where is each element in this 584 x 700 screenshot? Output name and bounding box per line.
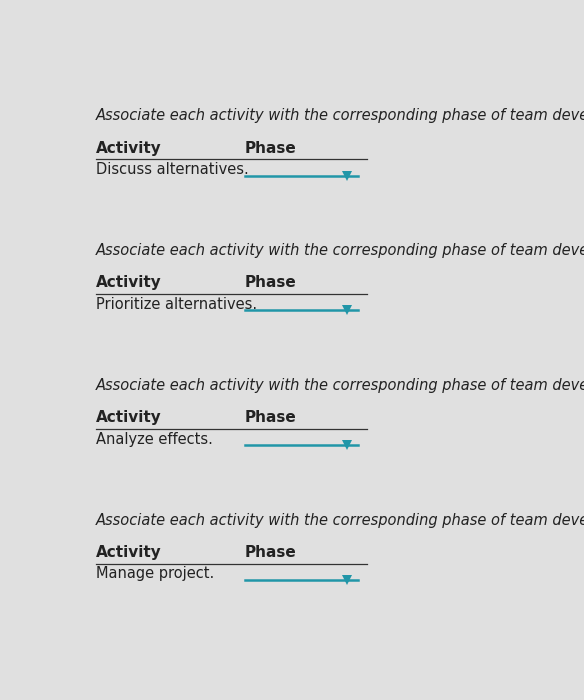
Text: Phase: Phase	[245, 545, 297, 560]
Text: Activity: Activity	[96, 410, 161, 425]
Text: Associate each activity with the corresponding phase of team development.: Associate each activity with the corresp…	[96, 512, 584, 528]
Text: Associate each activity with the corresponding phase of team development.: Associate each activity with the corresp…	[96, 378, 584, 393]
Text: Activity: Activity	[96, 141, 161, 155]
Text: Prioritize alternatives.: Prioritize alternatives.	[96, 297, 257, 312]
Text: Analyze effects.: Analyze effects.	[96, 432, 213, 447]
Text: Associate each activity with the corresponding phase of team development.: Associate each activity with the corresp…	[96, 243, 584, 258]
Text: Phase: Phase	[245, 410, 297, 425]
Text: Manage project.: Manage project.	[96, 566, 214, 582]
Text: Phase: Phase	[245, 275, 297, 290]
Text: Discuss alternatives.: Discuss alternatives.	[96, 162, 248, 177]
Text: Phase: Phase	[245, 141, 297, 155]
Text: Activity: Activity	[96, 275, 161, 290]
Text: Activity: Activity	[96, 545, 161, 560]
Text: Associate each activity with the corresponding phase of team development.: Associate each activity with the corresp…	[96, 108, 584, 123]
